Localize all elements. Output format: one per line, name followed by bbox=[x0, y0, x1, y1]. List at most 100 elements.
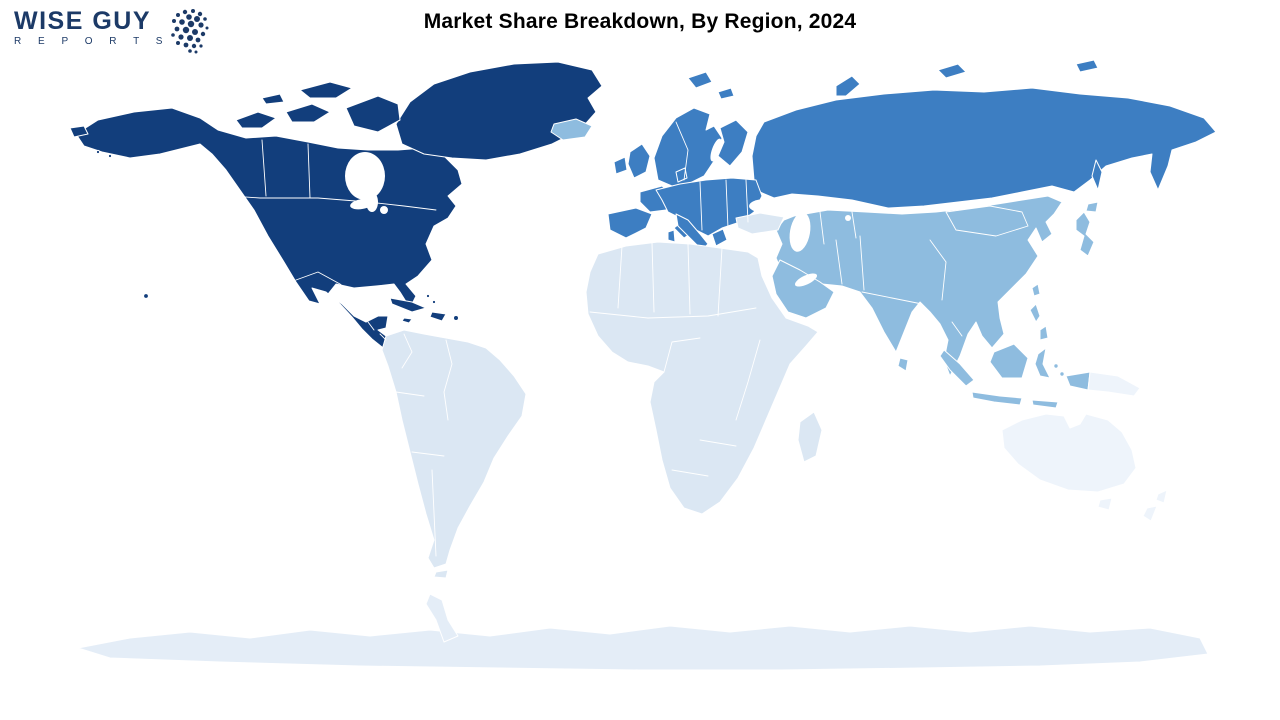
border-thailand bbox=[951, 321, 963, 337]
country-greece bbox=[711, 228, 728, 247]
arctic-island-baffin bbox=[345, 95, 401, 133]
border-africa bbox=[671, 469, 709, 477]
continent-africa bbox=[585, 241, 819, 515]
border-china-southeast bbox=[929, 239, 947, 301]
region-oceania bbox=[1001, 371, 1168, 522]
country-scandinavia bbox=[653, 107, 723, 187]
border-europe bbox=[745, 179, 749, 223]
brand-logo: WISE GUY R E P O R T S bbox=[14, 8, 211, 56]
region-iceland bbox=[550, 118, 593, 141]
country-philippines bbox=[1029, 303, 1041, 323]
island-new-zealand-south bbox=[1142, 505, 1158, 522]
antarctic-peninsula bbox=[425, 593, 459, 643]
island-hispaniola bbox=[429, 311, 447, 322]
border-africa bbox=[651, 242, 655, 313]
island-sardinia bbox=[667, 229, 676, 243]
border-chile-argentina bbox=[431, 469, 437, 557]
island-aleutian-dot bbox=[95, 149, 101, 155]
island-maluku bbox=[1059, 371, 1065, 377]
hudson-bay bbox=[345, 152, 385, 200]
island-jamaica bbox=[401, 317, 413, 324]
border-us-canada bbox=[203, 193, 437, 211]
country-finland bbox=[717, 119, 749, 167]
island-new-siberian bbox=[1075, 59, 1099, 73]
country-russia bbox=[751, 87, 1217, 209]
region-north-america bbox=[69, 61, 603, 359]
aral-sea bbox=[845, 215, 851, 221]
arctic-island bbox=[285, 103, 331, 123]
country-greenland bbox=[395, 61, 603, 161]
logo-subtitle: R E P O R T S bbox=[14, 36, 170, 48]
island-tasmania bbox=[1097, 497, 1113, 511]
island-bahamas bbox=[425, 293, 431, 299]
country-united-kingdom bbox=[627, 143, 651, 179]
arctic-island bbox=[261, 93, 285, 105]
region-africa-south-america bbox=[381, 212, 823, 579]
region-asia-pacific-middle-east bbox=[771, 195, 1099, 409]
border-europe bbox=[699, 181, 703, 231]
border-africa bbox=[717, 247, 723, 317]
border-india-north bbox=[861, 291, 923, 305]
border-europe bbox=[725, 179, 729, 229]
island-sri-lanka bbox=[897, 357, 909, 372]
country-ireland bbox=[613, 156, 628, 175]
border-pakistan-india bbox=[859, 235, 865, 291]
border-canada-province bbox=[307, 143, 311, 199]
island-new-zealand-north bbox=[1155, 489, 1168, 504]
country-iceland bbox=[550, 118, 593, 141]
country-japan bbox=[1075, 211, 1095, 257]
arctic-island bbox=[299, 81, 353, 99]
island-severnaya-zemlya bbox=[937, 63, 967, 79]
island-sulawesi bbox=[1034, 347, 1051, 379]
island-taiwan bbox=[1031, 283, 1041, 297]
border-south-america bbox=[411, 451, 445, 457]
island-tierra-del-fuego bbox=[433, 569, 449, 579]
baltic-sea bbox=[710, 138, 722, 162]
continent-south-america bbox=[381, 329, 527, 569]
black-sea bbox=[749, 199, 783, 213]
border-africa bbox=[699, 439, 737, 447]
island-borneo bbox=[989, 343, 1029, 379]
country-borders bbox=[203, 121, 1029, 557]
island-lesser-sunda bbox=[1031, 399, 1059, 409]
caspian-sea bbox=[789, 212, 811, 252]
border-mongolia bbox=[945, 205, 1029, 237]
border-africa-east bbox=[735, 339, 761, 421]
island-java bbox=[971, 391, 1023, 406]
page-title: Market Share Breakdown, By Region, 2024 bbox=[423, 10, 857, 33]
island-west-papua bbox=[1065, 371, 1091, 391]
border-norway-sweden bbox=[675, 121, 689, 181]
border-central-america bbox=[367, 321, 375, 331]
region-antarctica bbox=[77, 593, 1209, 671]
country-iberia bbox=[607, 207, 653, 239]
island-svalbard bbox=[717, 87, 735, 100]
island-sakhalin bbox=[1091, 159, 1103, 191]
border-africa bbox=[687, 243, 691, 315]
region-europe-russia bbox=[607, 59, 1217, 257]
border-south-america bbox=[401, 333, 413, 369]
border-us-mexico bbox=[295, 271, 353, 295]
island-puerto-rico bbox=[453, 315, 459, 321]
island-aleutian bbox=[69, 125, 89, 138]
island-sumatra bbox=[939, 349, 975, 387]
island-madagascar bbox=[797, 411, 823, 463]
border-africa-sahel bbox=[589, 307, 757, 319]
arctic-island bbox=[235, 111, 277, 129]
island-aleutian-dot bbox=[107, 153, 113, 159]
island-hawaii bbox=[143, 293, 149, 299]
logo-head-dots-icon bbox=[171, 9, 209, 54]
border-iran-pakistan bbox=[835, 239, 843, 285]
island-bahamas bbox=[431, 299, 437, 305]
water-bodies bbox=[345, 138, 851, 287]
island-cuba bbox=[389, 297, 427, 313]
country-australia bbox=[1001, 413, 1137, 493]
border-central-america bbox=[379, 333, 387, 341]
border-canada-province bbox=[261, 139, 267, 197]
border-africa bbox=[663, 337, 701, 373]
island-maluku bbox=[1053, 363, 1059, 369]
island-new-guinea-east bbox=[1087, 371, 1141, 397]
island-hokkaido bbox=[1085, 201, 1099, 213]
border-central-asia bbox=[851, 211, 857, 239]
island-novaya-zemlya bbox=[835, 75, 861, 97]
